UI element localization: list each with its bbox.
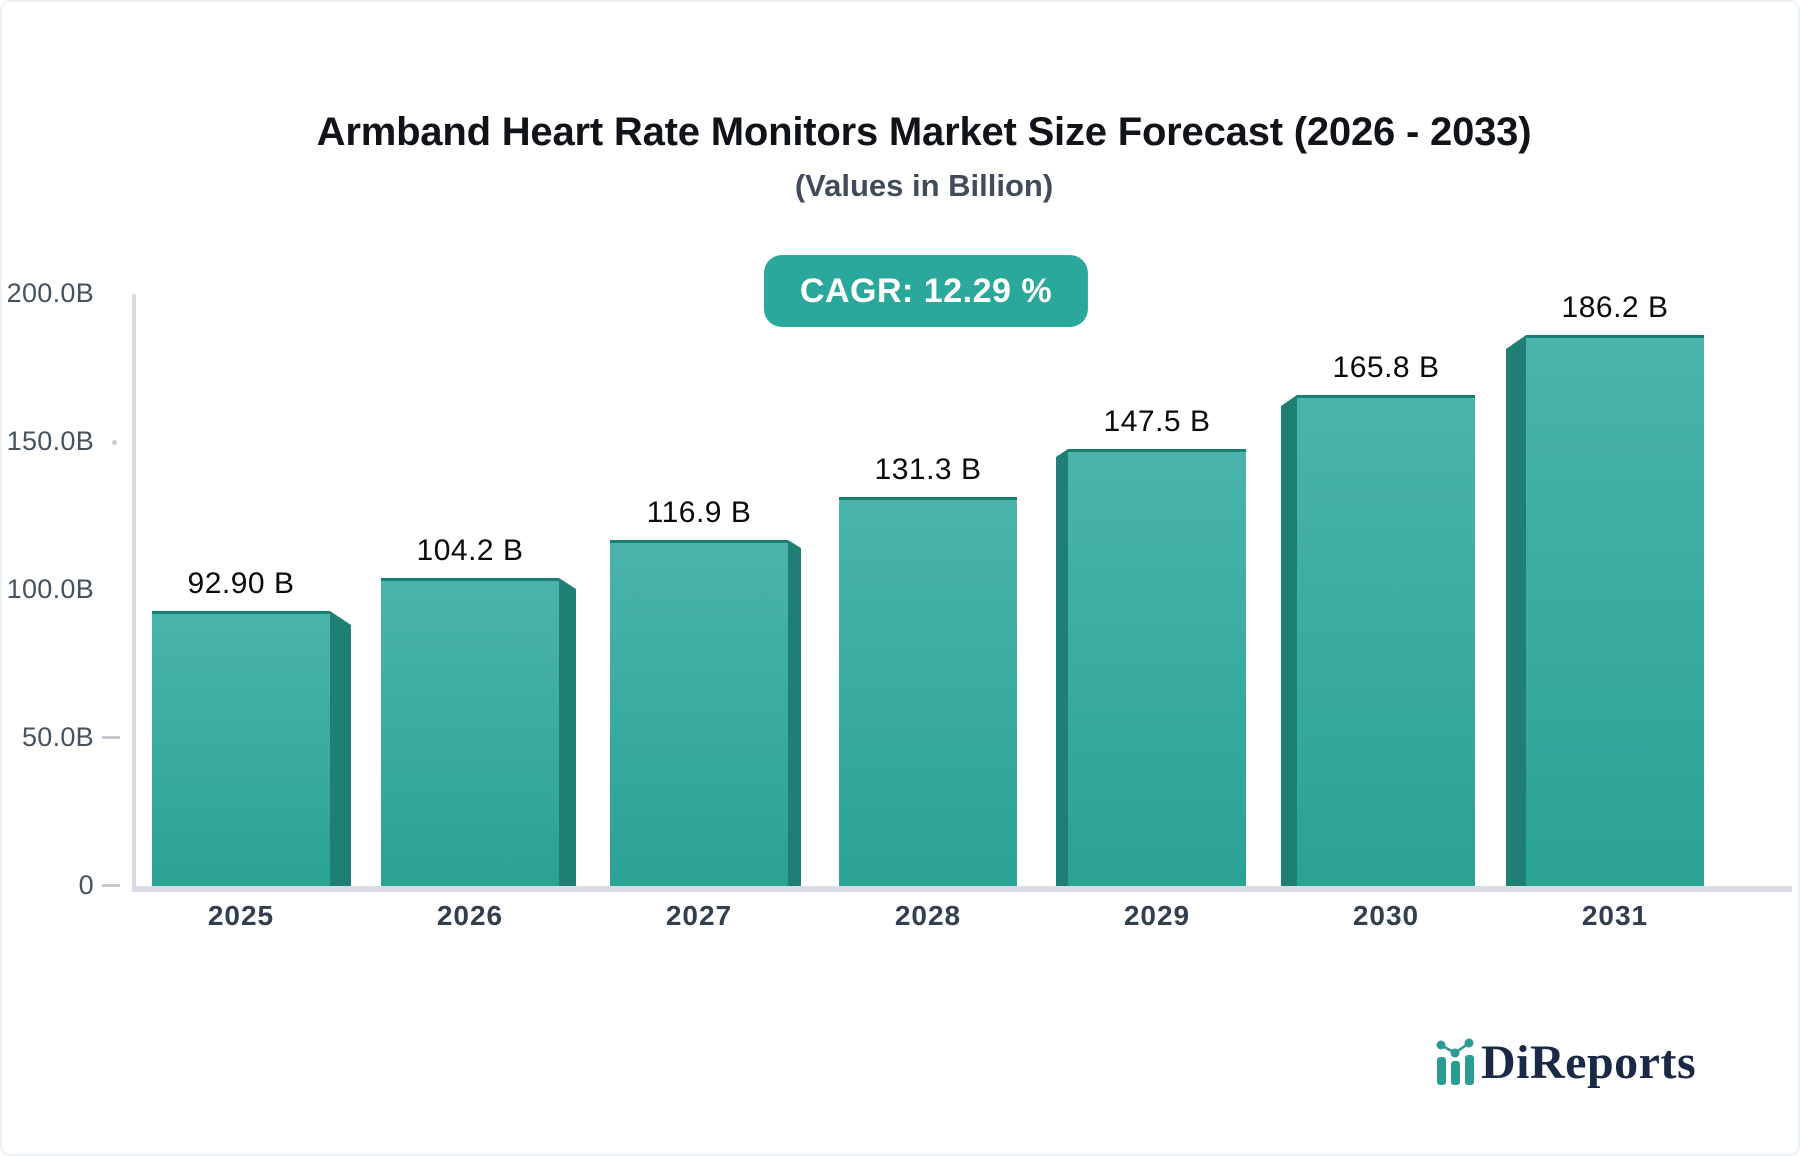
- x-axis-label: 2030: [1352, 900, 1420, 931]
- x-axis-label: 2028: [894, 900, 962, 931]
- brand-name: DiReports: [1481, 1036, 1697, 1090]
- bar-side-face: [559, 578, 576, 886]
- y-axis-label: 50.0B: [21, 722, 94, 752]
- x-axis-label: 2027: [665, 900, 733, 931]
- y-axis-line: [132, 294, 136, 886]
- bar-value-label: 104.2 B: [416, 534, 524, 567]
- bar-side-face: [1281, 395, 1297, 886]
- bar-2029: [1068, 449, 1246, 886]
- bar-2027: [610, 540, 788, 886]
- bar-value-label: 131.3 B: [874, 453, 982, 486]
- y-axis-label: 100.0B: [6, 574, 94, 604]
- bar-2025: [152, 611, 330, 886]
- y-axis-label: 150.0B: [6, 426, 94, 456]
- x-axis-label: 2029: [1123, 900, 1191, 931]
- bar-side-face: [1056, 449, 1068, 886]
- x-axis-line: [132, 886, 1792, 892]
- x-axis-label: 2031: [1581, 900, 1649, 931]
- bar-value-label: 92.90 B: [187, 567, 295, 600]
- y-axis-label: 0: [78, 870, 94, 900]
- bar-2030: [1297, 395, 1475, 886]
- bar-2031: [1526, 335, 1704, 886]
- y-axis-tick: [102, 736, 120, 739]
- bar-value-label: 147.5 B: [1103, 405, 1211, 438]
- mini-bar-chart-icon: [1436, 1038, 1474, 1085]
- bar-side-face: [330, 611, 351, 886]
- x-axis-label: 2025: [207, 900, 275, 931]
- y-axis-tick: [112, 440, 117, 445]
- bar-value-label: 186.2 B: [1561, 291, 1669, 324]
- bar-side-face: [1506, 335, 1526, 886]
- bar-2026: [381, 578, 559, 886]
- x-axis-label: 2026: [436, 900, 504, 931]
- bar-side-face: [788, 540, 801, 886]
- chart-title: Armband Heart Rate Monitors Market Size …: [316, 110, 1532, 154]
- brand-logo: DiReports: [1436, 1036, 1697, 1090]
- y-axis-tick: [102, 884, 120, 887]
- chart-subtitle: (Values in Billion): [794, 168, 1054, 203]
- y-axis-label: 200.0B: [6, 278, 94, 308]
- cagr-badge: CAGR: 12.29 %: [763, 255, 1089, 327]
- bar-value-label: 116.9 B: [646, 496, 752, 529]
- bar-value-label: 165.8 B: [1332, 351, 1440, 384]
- bar-2028: [839, 497, 1017, 886]
